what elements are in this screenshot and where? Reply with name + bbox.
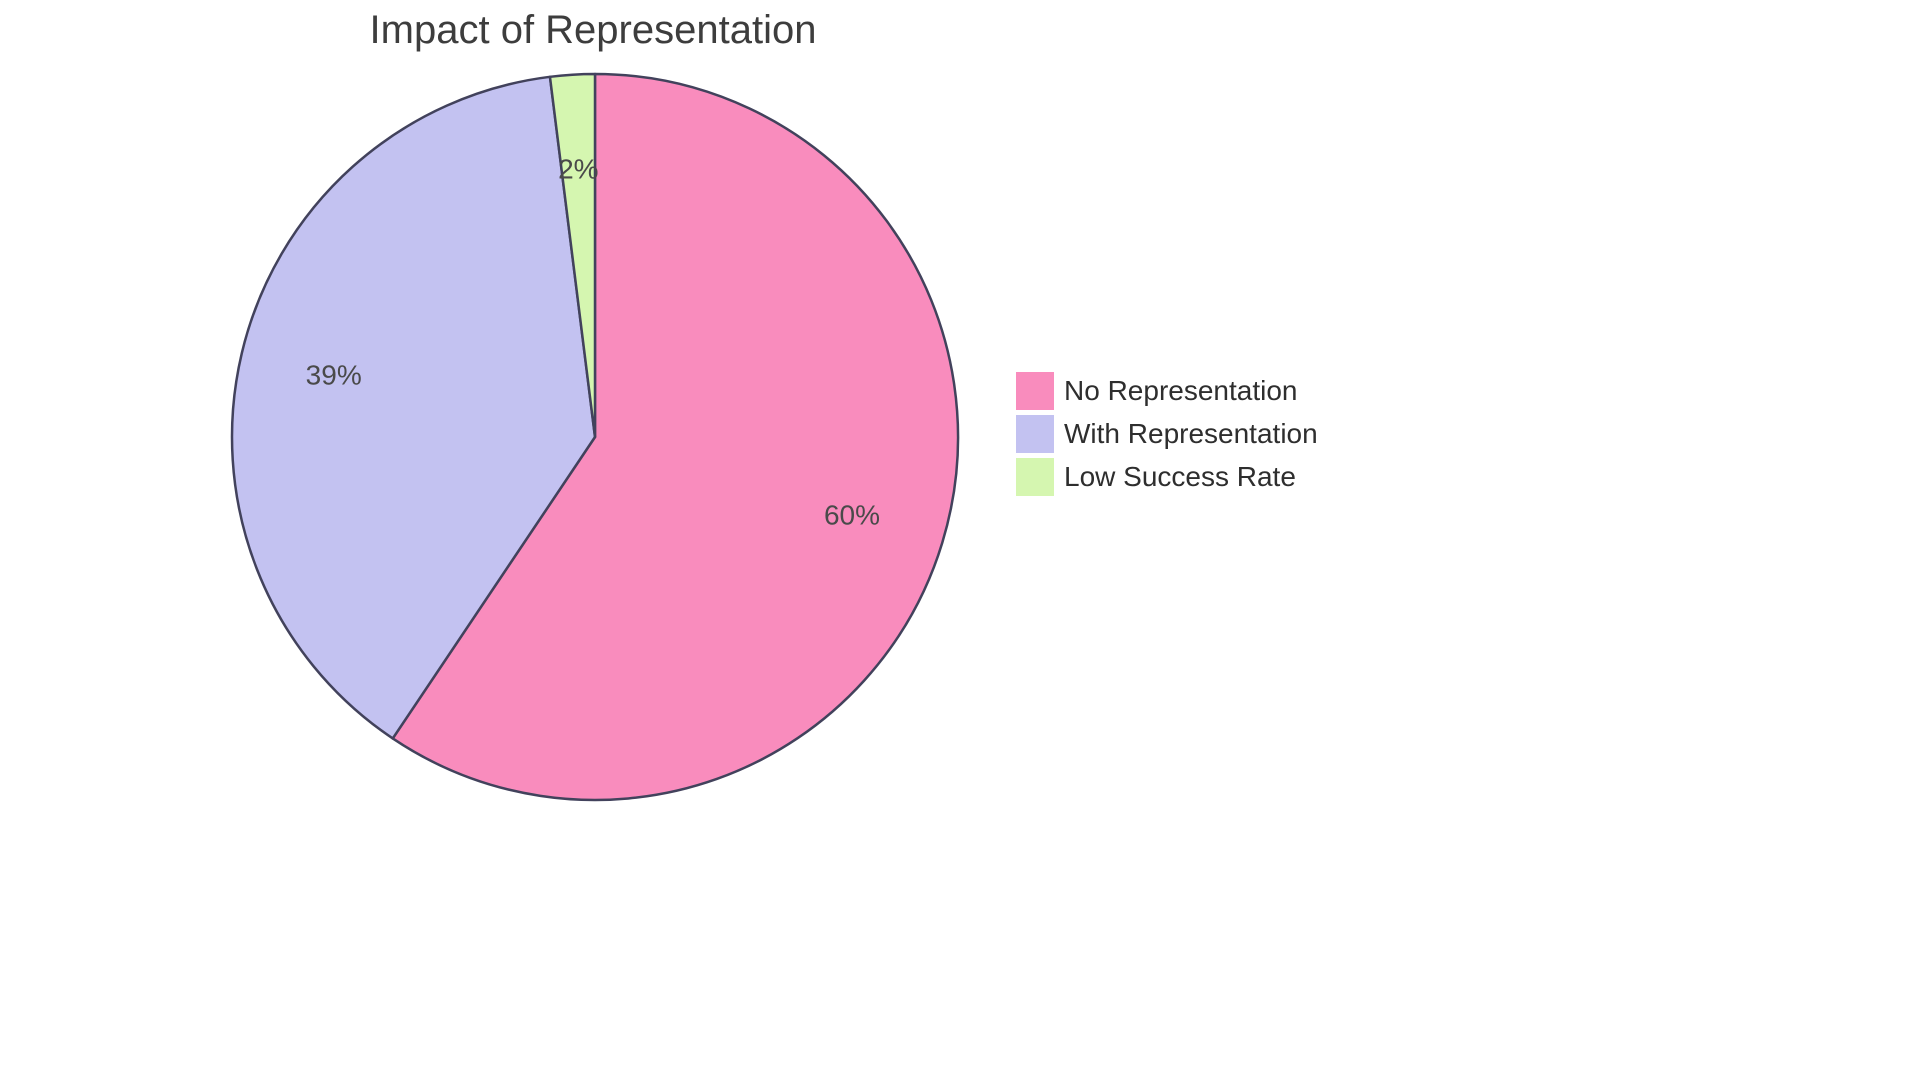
legend-label-0: No Representation — [1064, 375, 1298, 406]
slice-percent-label-1: 39% — [306, 359, 362, 390]
chart-title: Impact of Representation — [369, 8, 817, 52]
legend-label-2: Low Success Rate — [1064, 461, 1296, 492]
slice-percent-label-2: 2% — [558, 153, 598, 184]
legend-label-1: With Representation — [1064, 418, 1318, 449]
pie-slice-1[interactable] — [230, 75, 597, 740]
legend-item-0[interactable]: No Representation — [1016, 372, 1318, 410]
legend-swatch-0 — [1016, 372, 1054, 410]
legend-swatch-1 — [1016, 415, 1054, 453]
legend-swatch-2 — [1016, 458, 1054, 496]
legend: No Representation With Representation Low … — [1016, 372, 1318, 496]
legend-item-1[interactable]: With Representation — [1016, 415, 1318, 453]
pie-slice-2[interactable] — [548, 72, 597, 439]
pie-slice-0[interactable] — [391, 72, 960, 802]
slice-percent-label-0: 60% — [824, 500, 880, 531]
legend-item-2[interactable]: Low Success Rate — [1016, 458, 1318, 496]
